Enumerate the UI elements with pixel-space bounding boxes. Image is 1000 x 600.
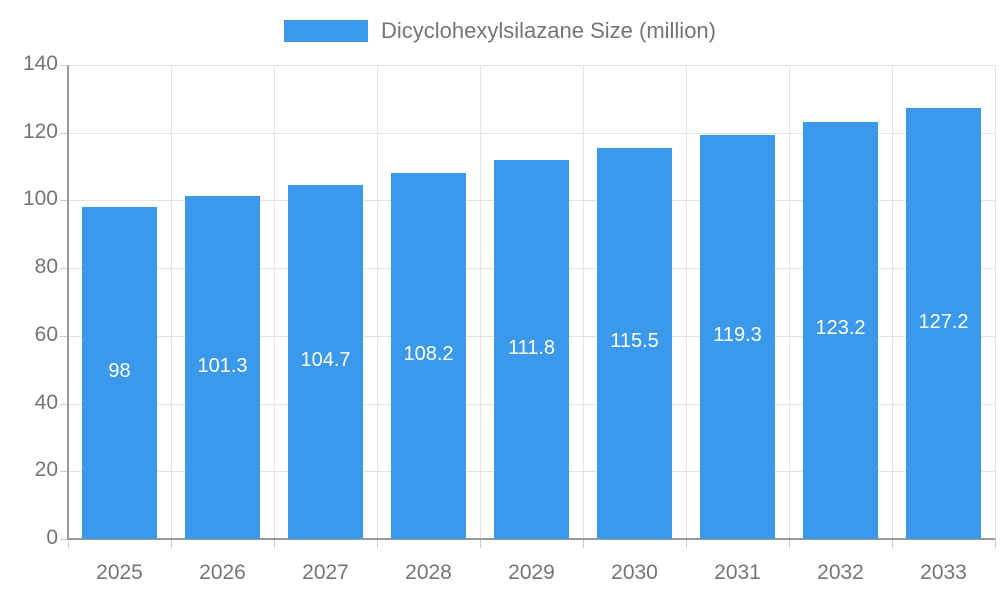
x-axis-tick: [480, 539, 481, 548]
bar[interactable]: [597, 147, 672, 539]
x-axis-tick: [995, 539, 996, 548]
x-axis-tick: [68, 539, 69, 548]
bar[interactable]: [185, 196, 260, 539]
y-axis-tick: [60, 132, 68, 134]
bar[interactable]: [906, 108, 981, 539]
bar[interactable]: [391, 172, 466, 539]
y-axis-label: 0: [46, 526, 58, 549]
gridline-vertical: [686, 65, 687, 539]
gridline-vertical: [480, 65, 481, 539]
y-axis-tick: [60, 471, 68, 473]
gridline-vertical: [274, 65, 275, 539]
x-axis-label: 2027: [302, 561, 349, 584]
bar[interactable]: [803, 121, 878, 539]
x-axis-tick: [171, 539, 172, 548]
legend-swatch-icon: [284, 20, 368, 42]
y-axis-label: 120: [22, 119, 58, 143]
legend-item[interactable]: Dicyclohexylsilazane Size (million): [0, 18, 1000, 44]
gridline-horizontal: [68, 65, 995, 66]
x-axis-label: 2031: [714, 561, 761, 584]
bar[interactable]: [288, 184, 363, 539]
legend-label: Dicyclohexylsilazane Size (million): [381, 18, 716, 43]
y-axis-tick: [60, 403, 68, 405]
gridline-vertical: [995, 65, 996, 539]
x-axis-tick: [274, 539, 275, 548]
y-axis-label: 60: [34, 322, 58, 346]
y-axis-label: 80: [34, 255, 58, 279]
y-axis-tick: [60, 539, 68, 540]
x-axis-line: [67, 538, 995, 540]
bar[interactable]: [700, 135, 775, 539]
x-axis-tick: [789, 539, 790, 548]
x-axis-label: 2030: [611, 561, 658, 584]
y-axis-tick: [60, 268, 68, 270]
y-axis-label: 40: [34, 390, 58, 414]
x-axis-label: 2032: [817, 561, 864, 584]
bar[interactable]: [494, 160, 569, 539]
y-axis-label: 140: [22, 52, 58, 75]
y-axis-tick: [60, 65, 68, 66]
x-axis-tick: [377, 539, 378, 548]
x-axis-label: 2033: [920, 561, 967, 584]
x-axis-label: 2029: [508, 561, 555, 584]
x-axis-tick: [583, 539, 584, 548]
gridline-vertical: [583, 65, 584, 539]
x-axis-label: 2028: [405, 561, 452, 584]
y-axis-tick: [60, 335, 68, 337]
bar[interactable]: [82, 207, 157, 539]
gridline-vertical: [789, 65, 790, 539]
gridline-horizontal: [68, 132, 995, 134]
gridline-vertical: [171, 65, 172, 539]
y-axis-label: 100: [22, 187, 58, 211]
x-axis-tick: [892, 539, 893, 548]
gridline-vertical: [892, 65, 893, 539]
x-axis-label: 2026: [199, 561, 246, 584]
y-axis-tick: [60, 200, 68, 202]
x-axis-tick: [686, 539, 687, 548]
x-axis-label: 2025: [96, 561, 143, 584]
y-axis-line: [67, 65, 69, 539]
gridline-vertical: [377, 65, 378, 539]
y-axis-label: 20: [34, 458, 58, 482]
